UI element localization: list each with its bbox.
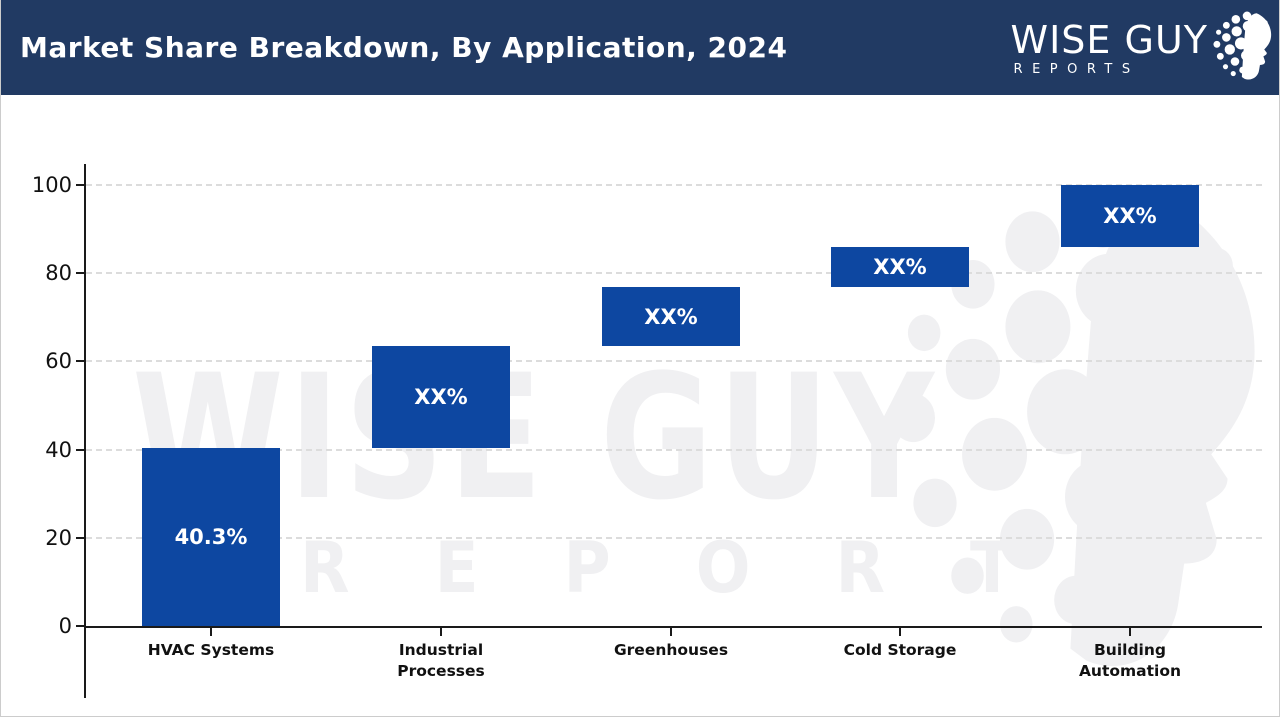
brand-logo: WISE GUY REPORTS xyxy=(1011,4,1272,92)
watermark-head-icon xyxy=(870,175,1260,689)
bar-value-label: 40.3% xyxy=(174,525,248,550)
y-tick-label: 40 xyxy=(45,437,72,462)
y-tick-label: 20 xyxy=(45,525,72,550)
x-tick-label: HVAC Systems xyxy=(147,641,275,659)
bar-greenhouses xyxy=(602,287,740,346)
bar-cold-storage xyxy=(831,246,969,288)
gridline xyxy=(86,448,1262,451)
x-axis-tick xyxy=(670,628,672,636)
gridline xyxy=(86,536,1262,539)
y-axis-tick xyxy=(76,536,84,539)
x-axis-tick xyxy=(1129,628,1131,636)
x-axis-tick xyxy=(440,628,442,636)
gridline xyxy=(86,360,1262,363)
bar-building-automation xyxy=(1061,185,1199,247)
y-tick-label: 60 xyxy=(45,349,72,374)
logo-brand-text: WISE GUY xyxy=(1010,18,1208,62)
logo-text: WISE GUY REPORTS xyxy=(1011,19,1208,77)
bar-value-label: XX% xyxy=(644,304,698,329)
bar-hvac-systems xyxy=(142,448,280,626)
y-axis-tick xyxy=(76,360,84,363)
gridline xyxy=(86,184,1262,186)
x-tick-label: Industrial Processes xyxy=(397,641,485,680)
x-axis-tick xyxy=(210,628,212,636)
x-axis-line xyxy=(84,626,1262,628)
y-axis-line xyxy=(84,164,86,698)
y-axis-tick xyxy=(76,184,84,186)
x-tick-label: Cold Storage xyxy=(843,641,957,659)
header: Market Share Breakdown, By Application, … xyxy=(0,0,1280,95)
x-axis-tick xyxy=(899,628,901,636)
chart: WISE GUY R E P O R T S 0 20 40 60 80 100 HVAC … xyxy=(0,95,1280,717)
y-axis-tick xyxy=(76,272,84,275)
y-tick-label: 100 xyxy=(31,173,72,197)
bar-value-label: XX% xyxy=(1103,203,1157,228)
wise-guy-head-icon xyxy=(1210,5,1272,91)
bar-industrial-processes xyxy=(372,345,510,449)
y-axis-tick xyxy=(76,625,84,627)
x-tick-label: Building Automation xyxy=(1078,641,1182,680)
bar-value-label: XX% xyxy=(414,385,468,410)
x-tick-label: Greenhouses xyxy=(613,641,729,659)
y-tick-label: 80 xyxy=(45,261,72,286)
y-axis-tick xyxy=(76,448,84,451)
gridline xyxy=(86,272,1262,275)
logo-sub-text: REPORTS xyxy=(1013,62,1140,77)
page-title: Market Share Breakdown, By Application, … xyxy=(20,31,788,64)
y-tick-label: 0 xyxy=(58,614,72,638)
bar-value-label: XX% xyxy=(873,255,927,280)
